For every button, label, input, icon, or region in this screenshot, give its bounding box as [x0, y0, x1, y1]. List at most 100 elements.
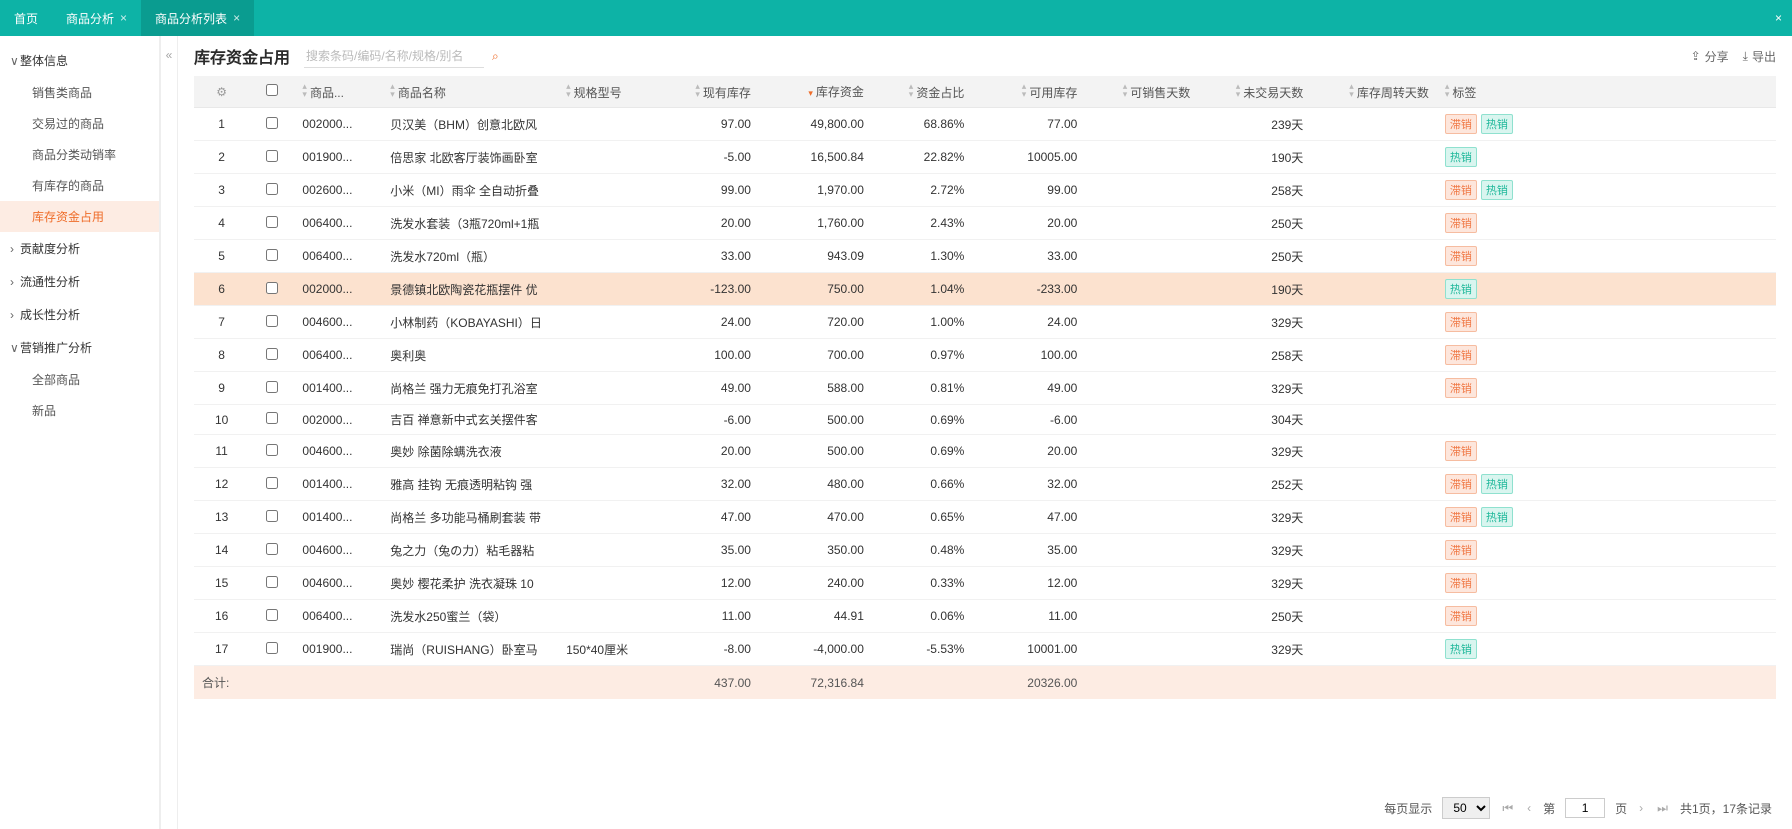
- search-input[interactable]: [304, 45, 484, 68]
- table-row[interactable]: 6002000...景德镇北欧陶瓷花瓶摆件 优-123.00750.001.04…: [194, 273, 1776, 306]
- row-checkbox[interactable]: [266, 444, 278, 456]
- sidebar-group-growth[interactable]: ›成长性分析: [0, 298, 159, 331]
- cell-code: 002600...: [294, 174, 382, 207]
- col-nosaledays[interactable]: ▴▾未交易天数: [1198, 76, 1311, 108]
- table-row[interactable]: 10002000...吉百 禅意新中式玄关摆件客-6.00500.000.69%…: [194, 405, 1776, 435]
- cell-name: 景德镇北欧陶瓷花瓶摆件 优: [382, 273, 558, 306]
- cell-nosaledays: 329天: [1198, 372, 1311, 405]
- first-page-button[interactable]: ⏮: [1500, 801, 1515, 816]
- cell-nosaledays: 252天: [1198, 468, 1311, 501]
- table-row[interactable]: 15004600...奥妙 樱花柔护 洗衣凝珠 1012.00240.000.3…: [194, 567, 1776, 600]
- sidebar-item[interactable]: 有库存的商品: [0, 170, 159, 201]
- sidebar-group-marketing[interactable]: ∨营销推广分析: [0, 331, 159, 364]
- col-avail[interactable]: ▴▾可用库存: [972, 76, 1085, 108]
- cell-nosaledays: 329天: [1198, 435, 1311, 468]
- col-code[interactable]: ▴▾商品...: [294, 76, 382, 108]
- row-checkbox[interactable]: [266, 609, 278, 621]
- table-row[interactable]: 9001400...尚格兰 强力无痕免打孔浴室49.00588.000.81%4…: [194, 372, 1776, 405]
- table-row[interactable]: 11004600...奥妙 除菌除螨洗衣液20.00500.000.69%20.…: [194, 435, 1776, 468]
- row-checkbox[interactable]: [266, 477, 278, 489]
- table-row[interactable]: 3002600...小米（MI）雨伞 全自动折叠99.001,970.002.7…: [194, 174, 1776, 207]
- cell-nosaledays: 250天: [1198, 600, 1311, 633]
- row-checkbox[interactable]: [266, 348, 278, 360]
- row-checkbox[interactable]: [266, 216, 278, 228]
- table-row[interactable]: 1002000...贝汉美（BHM）创意北欧风97.0049,800.0068.…: [194, 108, 1776, 141]
- row-checkbox[interactable]: [266, 315, 278, 327]
- tab-商品分析[interactable]: 商品分析×: [52, 0, 141, 36]
- col-saledays[interactable]: ▴▾可销售天数: [1085, 76, 1198, 108]
- sidebar-item[interactable]: 全部商品: [0, 364, 159, 395]
- close-icon[interactable]: ×: [233, 11, 240, 25]
- share-button[interactable]: ⇪分享: [1691, 48, 1729, 65]
- table-row[interactable]: 2001900...倍思家 北欧客厅装饰画卧室-5.0016,500.8422.…: [194, 141, 1776, 174]
- page-input[interactable]: [1565, 798, 1605, 818]
- col-pct[interactable]: ▴▾资金占比: [872, 76, 972, 108]
- row-checkbox[interactable]: [266, 543, 278, 555]
- row-checkbox[interactable]: [266, 282, 278, 294]
- search-icon[interactable]: ⌕: [492, 49, 499, 64]
- export-button[interactable]: ⤓导出: [1743, 48, 1776, 65]
- row-checkbox[interactable]: [266, 183, 278, 195]
- table-row[interactable]: 12001400...雅高 挂钩 无痕透明粘钩 强32.00480.000.66…: [194, 468, 1776, 501]
- tab-首页[interactable]: 首页: [0, 0, 52, 36]
- cell-nosaledays: 250天: [1198, 240, 1311, 273]
- cell-avail: 77.00: [972, 108, 1085, 141]
- col-turndays[interactable]: ▴▾库存周转天数: [1311, 76, 1437, 108]
- sidebar-item[interactable]: 新品: [0, 395, 159, 426]
- cell-checkbox: [249, 108, 294, 141]
- last-page-button[interactable]: ⏭: [1655, 801, 1670, 816]
- cell-index: 17: [194, 633, 249, 666]
- cell-fund: 350.00: [759, 534, 872, 567]
- cell-stock: 11.00: [646, 600, 759, 633]
- cell-index: 15: [194, 567, 249, 600]
- sidebar-group-flow[interactable]: ›流通性分析: [0, 265, 159, 298]
- col-settings[interactable]: ⚙: [194, 76, 249, 108]
- cell-tags: [1437, 405, 1776, 435]
- cell-fund: 480.00: [759, 468, 872, 501]
- col-name[interactable]: ▴▾商品名称: [382, 76, 558, 108]
- select-all-checkbox[interactable]: [266, 84, 278, 96]
- table-row[interactable]: 4006400...洗发水套装（3瓶720ml+1瓶20.001,760.002…: [194, 207, 1776, 240]
- table-row[interactable]: 8006400...奥利奥100.00700.000.97%100.00258天…: [194, 339, 1776, 372]
- sidebar-group-overall[interactable]: ∨整体信息: [0, 44, 159, 77]
- cell-name: 小林制药（KOBAYASHI）日: [382, 306, 558, 339]
- sidebar-collapse-button[interactable]: «: [160, 36, 178, 829]
- row-checkbox[interactable]: [266, 249, 278, 261]
- col-tags[interactable]: ▴▾标签: [1437, 76, 1776, 108]
- cell-code: 004600...: [294, 567, 382, 600]
- sidebar-item[interactable]: 库存资金占用: [0, 201, 159, 232]
- cell-nosaledays: 258天: [1198, 339, 1311, 372]
- tab-商品分析列表[interactable]: 商品分析列表×: [141, 0, 254, 36]
- table-row[interactable]: 13001400...尚格兰 多功能马桶刷套装 带47.00470.000.65…: [194, 501, 1776, 534]
- table-row[interactable]: 5006400...洗发水720ml（瓶）33.00943.091.30%33.…: [194, 240, 1776, 273]
- cell-turndays: [1311, 141, 1437, 174]
- prev-page-button[interactable]: ‹: [1525, 801, 1533, 815]
- row-checkbox[interactable]: [266, 642, 278, 654]
- table-row[interactable]: 7004600...小林制药（KOBAYASHI）日24.00720.001.0…: [194, 306, 1776, 339]
- table-row[interactable]: 16006400...洗发水250蜜兰（袋）11.0044.910.06%11.…: [194, 600, 1776, 633]
- close-icon[interactable]: ×: [120, 11, 127, 25]
- sidebar-item[interactable]: 交易过的商品: [0, 108, 159, 139]
- cell-stock: -8.00: [646, 633, 759, 666]
- cell-index: 4: [194, 207, 249, 240]
- sidebar-item[interactable]: 商品分类动销率: [0, 139, 159, 170]
- row-checkbox[interactable]: [266, 381, 278, 393]
- row-checkbox[interactable]: [266, 117, 278, 129]
- cell-tags: 滞销热销: [1437, 501, 1776, 534]
- col-checkbox-all[interactable]: [249, 76, 294, 108]
- close-all-tabs-button[interactable]: ×: [1775, 0, 1782, 36]
- cell-spec: [558, 306, 646, 339]
- per-page-select[interactable]: 50: [1442, 797, 1490, 819]
- sidebar-group-contrib[interactable]: ›贡献度分析: [0, 232, 159, 265]
- col-spec[interactable]: ▴▾规格型号: [558, 76, 646, 108]
- sidebar-item[interactable]: 销售类商品: [0, 77, 159, 108]
- next-page-button[interactable]: ›: [1637, 801, 1645, 815]
- table-row[interactable]: 14004600...兔之力（兔の力）粘毛器粘35.00350.000.48%3…: [194, 534, 1776, 567]
- table-row[interactable]: 17001900...瑞尚（RUISHANG）卧室马150*40厘米-8.00-…: [194, 633, 1776, 666]
- col-fund[interactable]: ▾库存资金: [759, 76, 872, 108]
- row-checkbox[interactable]: [266, 510, 278, 522]
- row-checkbox[interactable]: [266, 412, 278, 424]
- row-checkbox[interactable]: [266, 150, 278, 162]
- col-stock[interactable]: ▴▾现有库存: [646, 76, 759, 108]
- row-checkbox[interactable]: [266, 576, 278, 588]
